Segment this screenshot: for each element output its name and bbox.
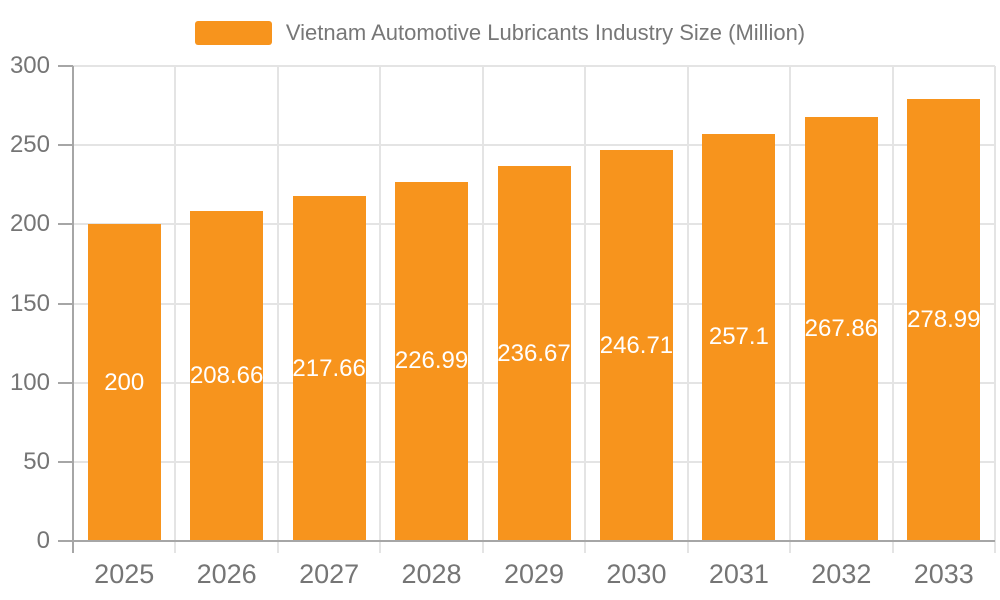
x-axis-label: 2031	[708, 559, 769, 589]
y-axis-line	[72, 66, 74, 553]
x-axis-label: 2026	[196, 559, 257, 589]
legend-label: Vietnam Automotive Lubricants Industry S…	[285, 20, 806, 45]
x-gridline	[379, 66, 382, 553]
y-axis-tick	[58, 144, 73, 147]
y-axis-label: 250	[9, 131, 50, 159]
y-axis-tick	[58, 381, 73, 384]
bar[interactable]	[497, 166, 571, 541]
bar[interactable]	[190, 210, 264, 541]
x-axis-label: 2029	[503, 559, 565, 589]
y-gridline	[73, 65, 995, 67]
y-axis-tick	[58, 302, 73, 305]
bar[interactable]	[599, 150, 673, 541]
x-axis-label: 2027	[299, 559, 360, 589]
y-axis-label: 0	[36, 527, 50, 554]
bar-value-label: 257.1	[708, 323, 769, 351]
bar-value-label: 267.86	[804, 314, 879, 342]
bar[interactable]	[87, 224, 161, 541]
y-axis-label: 300	[9, 52, 50, 79]
bar-value-label: 236.67	[497, 339, 571, 367]
x-gridline	[994, 66, 996, 553]
legend[interactable]: Vietnam Automotive Lubricants Industry S…	[0, 18, 1000, 48]
y-axis-label: 200	[9, 210, 50, 238]
y-axis-tick	[58, 65, 73, 67]
y-gridline	[73, 144, 995, 147]
x-axis-label: 2033	[913, 559, 974, 589]
bar-value-label: 278.99	[907, 306, 981, 334]
x-gridline	[686, 66, 689, 553]
bar-value-label: 208.66	[189, 361, 264, 389]
y-axis-tick	[58, 223, 73, 226]
bar-value-label: 226.99	[394, 347, 469, 375]
y-axis-label: 150	[9, 289, 50, 317]
x-axis-label: 2030	[606, 559, 667, 589]
y-axis-label: 100	[9, 368, 50, 396]
x-gridline	[174, 66, 177, 553]
bar[interactable]	[395, 181, 469, 541]
x-gridline	[584, 66, 587, 553]
y-axis-tick	[58, 460, 73, 463]
legend-swatch	[194, 21, 272, 45]
y-axis-tick	[58, 540, 73, 542]
x-gridline	[891, 66, 894, 553]
x-gridline	[276, 66, 279, 553]
bar-value-label: 246.71	[599, 331, 674, 359]
bar[interactable]	[804, 116, 878, 541]
x-gridline	[789, 66, 792, 553]
bar[interactable]	[292, 196, 366, 541]
x-axis-line	[73, 540, 995, 542]
x-axis-label: 2025	[94, 559, 155, 589]
bar[interactable]	[702, 133, 776, 541]
x-axis-label: 2032	[811, 559, 872, 589]
bar-value-label: 200	[104, 368, 145, 396]
y-axis-label: 50	[23, 447, 50, 475]
x-gridline	[481, 66, 484, 553]
bar-value-label: 217.66	[292, 354, 366, 382]
x-axis-label: 2028	[401, 559, 462, 589]
bar[interactable]	[907, 99, 981, 541]
